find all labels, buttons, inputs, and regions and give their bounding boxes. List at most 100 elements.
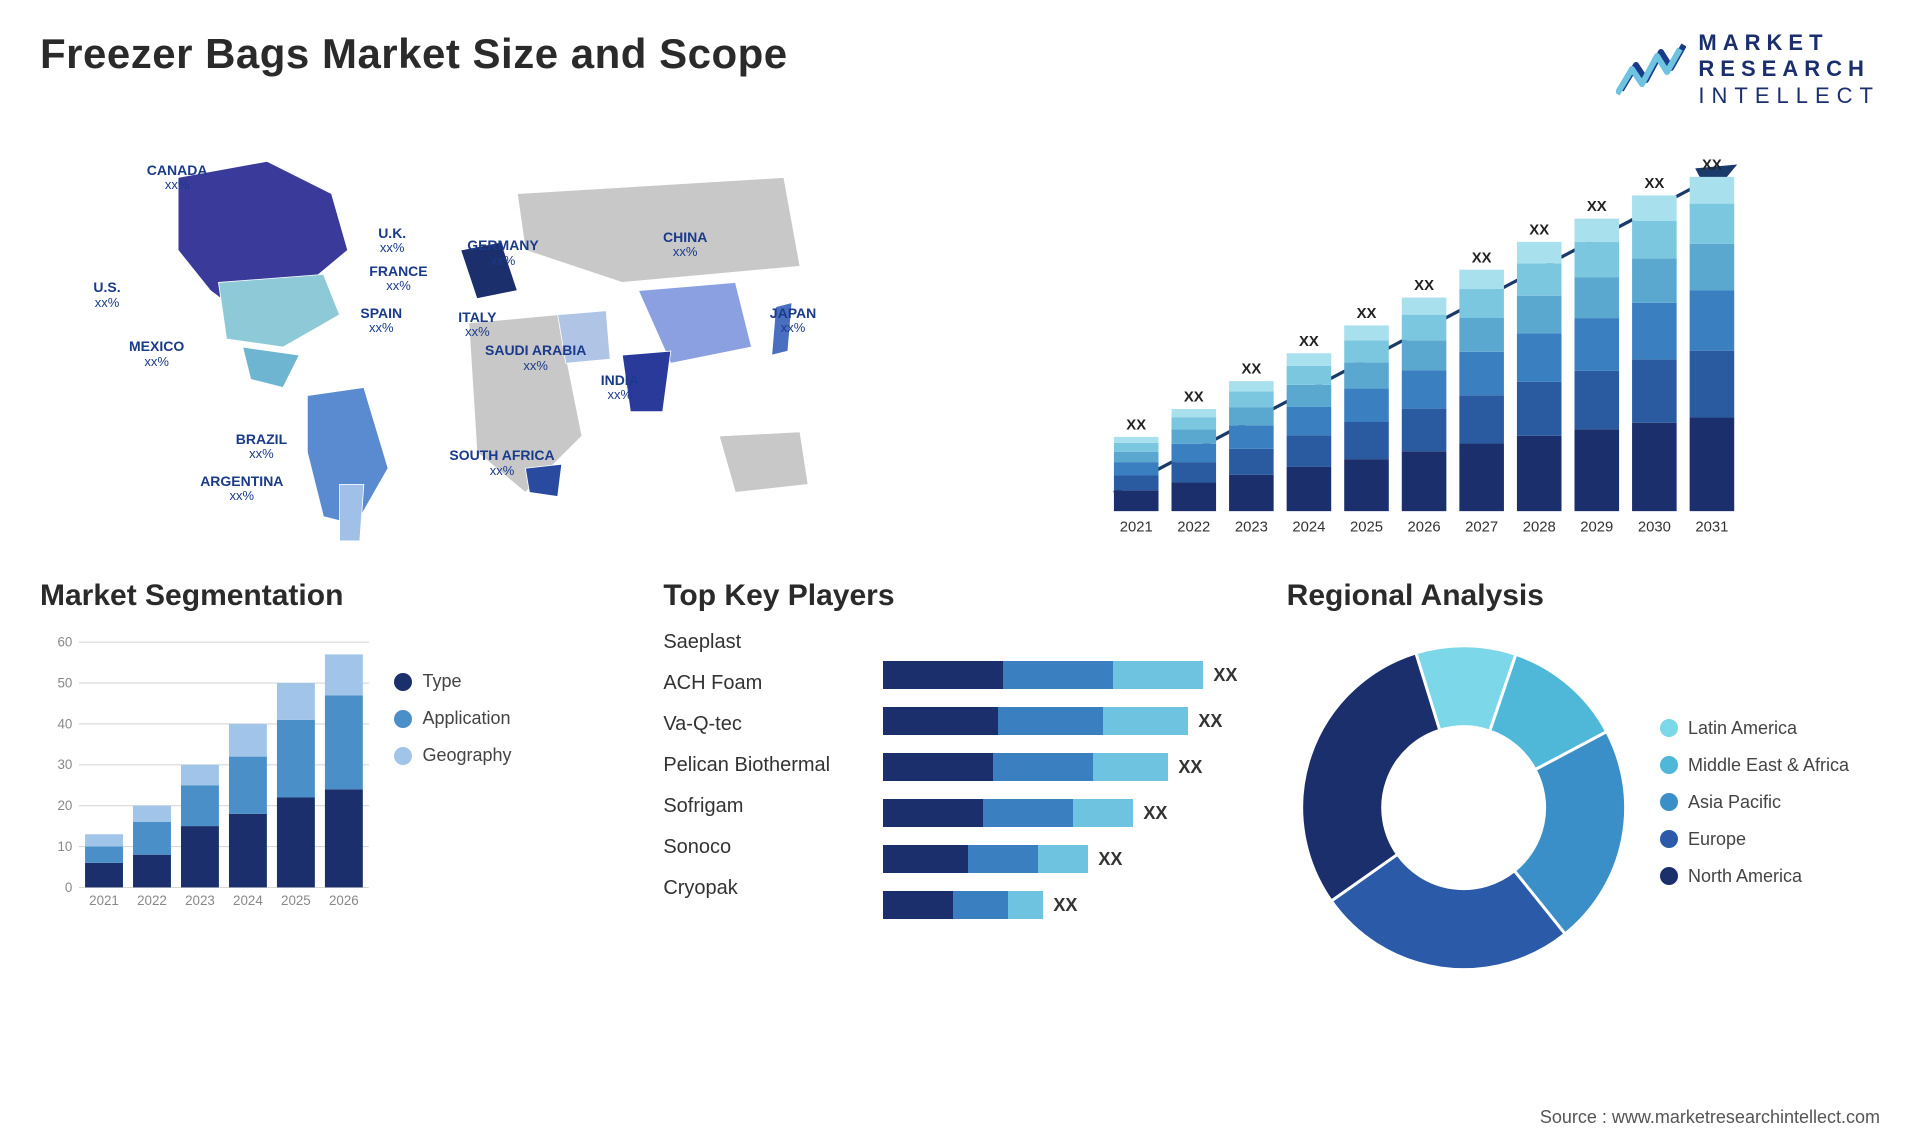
growth-bar-seg <box>1287 385 1332 407</box>
seg-ytick: 50 <box>57 676 72 691</box>
seg-bar-seg <box>181 765 219 785</box>
growth-bar-seg <box>1575 242 1620 277</box>
region-legend-item: North America <box>1660 866 1880 887</box>
map-label-italy: ITALYxx% <box>458 310 496 340</box>
growth-bar-year: 2022 <box>1177 520 1210 536</box>
growth-bar-year: 2024 <box>1292 520 1325 536</box>
map-label-china: CHINAxx% <box>663 230 707 260</box>
seg-bar-seg <box>229 757 267 814</box>
seg-bar-year: 2023 <box>185 893 215 908</box>
player-bar-seg <box>883 891 953 919</box>
legend-label: Europe <box>1688 829 1746 850</box>
segmentation-chart: 0102030405060202120222023202420252026 <box>40 631 374 921</box>
players-list: SaeplastACH FoamVa-Q-tecPelican Biotherm… <box>663 631 863 918</box>
map-region-australia <box>719 432 808 493</box>
legend-swatch-icon <box>1660 793 1678 811</box>
growth-bar-seg <box>1517 296 1562 334</box>
growth-bar-seg <box>1114 462 1159 475</box>
growth-bar-seg <box>1287 407 1332 435</box>
growth-bar-value: XX <box>1126 418 1146 434</box>
growth-bar-seg <box>1517 382 1562 436</box>
player-name: ACH Foam <box>663 672 863 695</box>
player-bar <box>883 661 1203 689</box>
player-bar-seg <box>1093 753 1168 781</box>
growth-bar-seg <box>1402 298 1447 315</box>
legend-swatch-icon <box>1660 830 1678 848</box>
player-bar-seg <box>968 845 1038 873</box>
seg-bar-seg <box>229 814 267 888</box>
growth-bar-seg <box>1632 221 1677 259</box>
player-bar-row: XX <box>883 891 1256 919</box>
map-label-uk: U.K.xx% <box>378 226 406 256</box>
growth-bar-value: XX <box>1184 390 1204 406</box>
growth-bar-year: 2026 <box>1408 520 1441 536</box>
growth-bar-value: XX <box>1529 223 1549 239</box>
growth-bar-seg <box>1575 219 1620 242</box>
segmentation-panel: Market Segmentation 01020304050602021202… <box>40 579 633 939</box>
growth-bar-seg <box>1459 395 1504 443</box>
growth-bar-seg <box>1632 196 1677 221</box>
map-label-japan: JAPANxx% <box>770 306 816 336</box>
map-label-germany: GERMANYxx% <box>467 238 539 268</box>
player-bar-value: XX <box>1143 803 1167 824</box>
growth-bar-seg <box>1402 409 1447 452</box>
growth-bar-seg <box>1172 409 1217 417</box>
legend-label: Asia Pacific <box>1688 792 1781 813</box>
growth-bar-year: 2028 <box>1523 520 1556 536</box>
growth-bar-seg <box>1517 334 1562 382</box>
map-label-france: FRANCExx% <box>369 264 427 294</box>
growth-bar-seg <box>1344 422 1389 459</box>
seg-bar-year: 2024 <box>233 893 263 908</box>
growth-bar-seg <box>1690 177 1735 204</box>
legend-label: Latin America <box>1688 718 1797 739</box>
legend-label: Application <box>422 708 510 729</box>
seg-ytick: 60 <box>57 635 72 650</box>
growth-bar-seg <box>1172 430 1217 444</box>
growth-bar-seg <box>1459 444 1504 512</box>
player-bar-seg <box>883 799 983 827</box>
growth-bar-value: XX <box>1587 199 1607 215</box>
growth-bar-seg <box>1690 204 1735 244</box>
key-players-panel: Top Key Players SaeplastACH FoamVa-Q-tec… <box>663 579 1256 939</box>
map-label-mexico: MEXICOxx% <box>129 339 184 369</box>
growth-bar-seg <box>1575 371 1620 430</box>
player-bar <box>883 891 1043 919</box>
growth-bar-seg <box>1402 370 1447 408</box>
map-region-mexico <box>243 347 300 387</box>
growth-bar-seg <box>1344 340 1389 362</box>
player-name: Va-Q-tec <box>663 713 863 736</box>
growth-bar-year: 2027 <box>1465 520 1498 536</box>
regional-donut-chart <box>1287 631 1640 984</box>
player-bar-seg <box>1008 891 1043 919</box>
map-region-usa <box>218 275 339 348</box>
growth-bar-seg <box>1632 303 1677 360</box>
growth-bar-seg <box>1114 443 1159 452</box>
seg-bar-seg <box>229 724 267 757</box>
regional-title: Regional Analysis <box>1287 579 1880 613</box>
player-bar <box>883 799 1133 827</box>
seg-bar-year: 2026 <box>329 893 359 908</box>
key-players-title: Top Key Players <box>663 579 1256 613</box>
growth-bar-seg <box>1287 467 1332 511</box>
player-name: Sofrigam <box>663 795 863 818</box>
growth-bar-value: XX <box>1357 306 1377 322</box>
seg-bar-seg <box>133 822 171 855</box>
source-attribution: Source : www.marketresearchintellect.com <box>1540 1107 1880 1128</box>
map-label-india: INDIAxx% <box>601 373 639 403</box>
growth-bar-seg <box>1344 389 1389 422</box>
players-bar-chart: XXXXXXXXXXXX <box>883 631 1256 937</box>
map-label-canada: CANADAxx% <box>147 163 208 193</box>
player-name: Sonoco <box>663 836 863 859</box>
growth-bar-seg <box>1114 491 1159 512</box>
growth-bar-seg <box>1229 392 1274 408</box>
legend-swatch-icon <box>1660 719 1678 737</box>
player-bar-seg <box>983 799 1073 827</box>
growth-bar-seg <box>1690 244 1735 291</box>
legend-swatch-icon <box>394 673 412 691</box>
player-bar-seg <box>883 707 998 735</box>
legend-swatch-icon <box>394 710 412 728</box>
growth-bar-seg <box>1229 407 1274 425</box>
player-bar-value: XX <box>1178 757 1202 778</box>
seg-bar-seg <box>277 798 315 888</box>
region-legend-item: Europe <box>1660 829 1880 850</box>
